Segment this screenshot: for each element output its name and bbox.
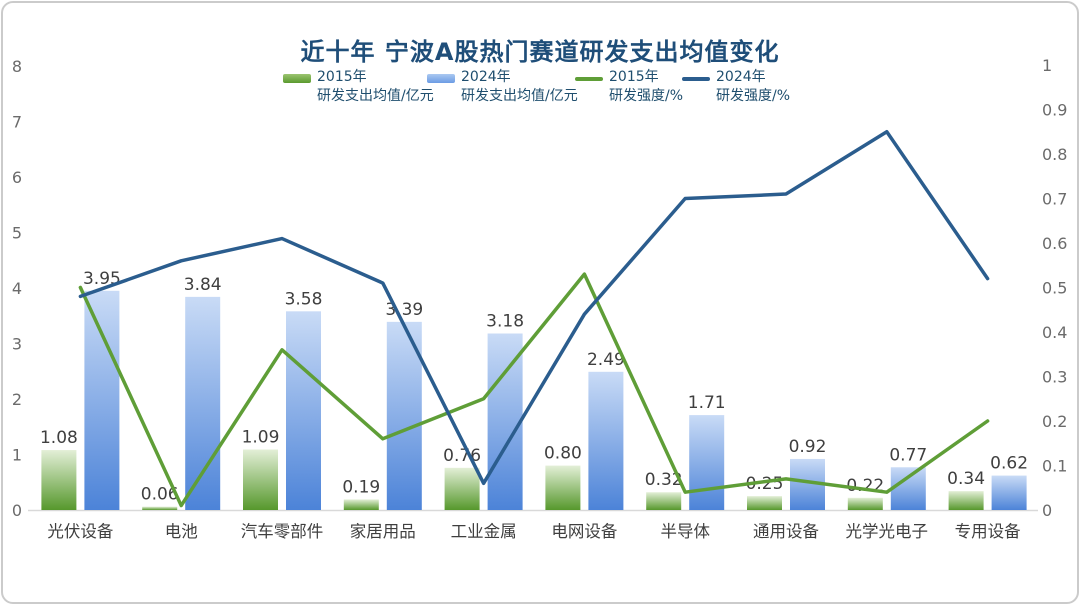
right-axis-tick-label: 0.2 [1042,412,1067,431]
bar-2015-rd-spend [747,496,782,510]
legend-label-line2: 研发强度/% [609,88,684,104]
bar-2024-rd-spend [890,467,926,510]
left-axis-tick-label: 7 [12,113,22,132]
right-axis-tick-label: 0.3 [1042,368,1067,387]
left-axis-tick-label: 1 [12,446,22,465]
bar-2015-rd-spend [142,506,178,510]
bar-label-2024: 0.77 [889,445,927,465]
right-axis-tick-label: 0.6 [1042,234,1067,253]
bar-2024-rd-spend [185,296,221,510]
category-label: 电池 [165,522,198,541]
category-label: 电网设备 [551,522,618,541]
bar-2015-rd-spend [243,449,278,510]
bar-label-2024: 0.92 [789,437,827,457]
legend-label-line1: 2015年 [317,69,367,85]
category-label: 工业金属 [451,522,517,541]
bar-label-2015: 0.34 [947,469,985,489]
bar-label-2015: 0.80 [544,444,582,464]
bar-2015-rd-spend [948,491,984,510]
right-axis-tick-label: 0.7 [1042,190,1067,209]
left-axis-tick-label: 3 [12,335,22,354]
bar-2015-rd-spend [847,497,883,510]
chart-title: 近十年 宁波A股热门赛道研发支出均值变化 [300,38,780,67]
bar-label-2024: 1.71 [688,393,726,413]
bar-2015-rd-spend [343,499,379,510]
category-label: 家居用品 [350,522,416,541]
legend-label-line1: 2024年 [461,69,511,85]
right-axis-tick-label: 0.4 [1042,323,1067,342]
bar-2024-rd-spend [689,415,725,510]
bar-2015-rd-spend [545,465,581,510]
category-label: 通用设备 [753,522,820,541]
legend-label-line1: 2024年 [716,69,766,85]
bar-2024-rd-spend [991,475,1027,510]
legend-item-2024-line: 2024年 研发强度/% [682,68,790,106]
bar-label-2015: 0.76 [443,446,481,466]
legend-swatch-green-bar-icon [283,74,311,83]
legend-label-line2: 研发支出均值/亿元 [317,88,434,104]
legend-label-line1: 2015年 [609,69,659,85]
category-label: 半导体 [660,522,710,541]
bar-2015-rd-spend [41,450,77,510]
legend-swatch-darkblue-line-icon [682,77,710,81]
legend-swatch-blue-bar-icon [427,74,455,83]
legend-label-line2: 研发支出均值/亿元 [461,88,578,104]
category-label: 光伏设备 [47,522,114,541]
left-axis-tick-label: 5 [12,224,22,243]
right-axis-tick-label: 0.5 [1042,279,1067,298]
bar-label-2015: 1.09 [242,428,280,448]
legend-item-2015-line: 2015年 研发强度/% [575,68,683,106]
right-axis-tick-label: 0 [1042,501,1052,520]
bar-label-2015: 0.19 [342,477,380,497]
right-axis-tick-label: 0.8 [1042,145,1067,164]
bar-label-2024: 3.18 [486,312,524,332]
category-label: 专用设备 [955,522,1022,541]
left-axis-tick-label: 6 [12,168,22,187]
left-axis-tick-label: 2 [12,390,22,409]
legend-item-2024-bar: 2024年 研发支出均值/亿元 [427,68,578,106]
bar-label-2024: 3.84 [184,275,222,295]
bar-label-2024: 0.62 [990,454,1028,474]
bar-2024-rd-spend [286,311,321,510]
chart-legend: 2015年 研发支出均值/亿元 2024年 研发支出均值/亿元 2015年 研发… [0,68,1080,112]
bar-2015-rd-spend [444,467,480,510]
category-label: 汽车零部件 [241,522,324,541]
left-axis-tick-label: 4 [12,279,22,298]
bar-2024-rd-spend [588,371,624,510]
category-label: 光学光电子 [846,522,929,541]
bar-label-2024: 3.58 [285,289,323,309]
right-axis-tick-label: 0.1 [1042,457,1067,476]
left-axis-tick-label: 0 [12,501,22,520]
bar-2024-rd-spend [487,333,523,510]
bar-2015-rd-spend [646,492,682,510]
legend-label-line2: 研发强度/% [716,88,791,104]
bar-2024-rd-spend [84,290,120,510]
legend-swatch-green-line-icon [575,77,603,81]
legend-item-2015-bar: 2015年 研发支出均值/亿元 [283,68,434,106]
bar-label-2015: 1.08 [40,428,78,448]
